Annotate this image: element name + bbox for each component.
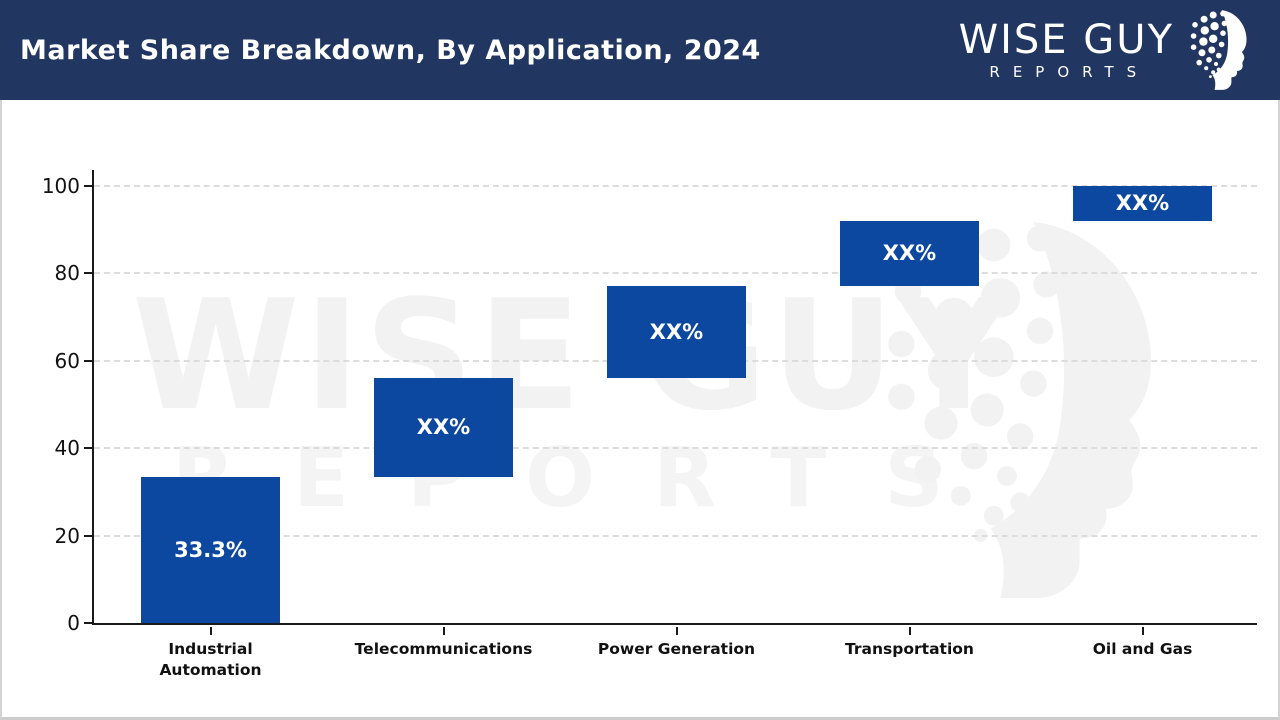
x-category-label: Power Generation — [597, 640, 756, 658]
x-tick-2 — [675, 627, 678, 635]
x-tick-1 — [442, 627, 445, 635]
y-tick-label-80: 80 — [54, 261, 80, 285]
brand-logo-text: WISE GUY REPORTS — [959, 20, 1174, 81]
y-tick-20 — [84, 534, 92, 537]
gridline-100 — [94, 184, 1257, 187]
y-tick-40 — [84, 447, 92, 449]
bar-transportation: XX% — [840, 220, 979, 287]
y-tick-label-20: 20 — [54, 523, 80, 548]
brand-logo: WISE GUY REPORTS — [959, 8, 1252, 92]
brand-subname: REPORTS — [989, 62, 1150, 81]
y-tick-label-60: 60 — [54, 348, 80, 373]
bar-value-label: XX% — [416, 415, 471, 440]
plot-area: 0 20 40 60 80 100 33.3% Industrial Automation XX… — [42, 170, 1257, 679]
page-title: Market Share Breakdown, By Application, … — [20, 34, 761, 66]
x-tick-0 — [209, 627, 212, 635]
bar-telecommunications: XX% — [374, 377, 513, 478]
x-tick-3 — [908, 627, 911, 635]
bar-value-label: XX% — [1115, 191, 1170, 215]
x-category-label: Industrial Automation — [159, 640, 262, 679]
header: Market Share Breakdown, By Application, … — [0, 0, 1280, 100]
x-category-label: Telecommunications — [354, 640, 533, 658]
bar-value-label: 33.3% — [174, 538, 247, 563]
y-tick-label-0: 0 — [67, 611, 80, 635]
y-tick-80 — [84, 272, 92, 274]
gridline-80 — [94, 272, 1257, 274]
wise-guy-face-icon — [1190, 10, 1247, 90]
bar-value-label: XX% — [649, 319, 704, 344]
x-tick-4 — [1141, 627, 1144, 635]
bar-oil-and-gas: XX% — [1073, 185, 1212, 221]
y-tick-label-100: 100 — [41, 173, 80, 198]
gridline-20 — [94, 534, 1257, 537]
bar-industrial-automation: 33.3% — [141, 477, 280, 623]
x-category-label: Oil and Gas — [1092, 640, 1193, 658]
bar-value-label: XX% — [882, 241, 937, 266]
brand-name: WISE GUY — [958, 16, 1174, 63]
x-category-label: Transportation — [845, 640, 974, 658]
bar-power-generation: XX% — [607, 286, 746, 378]
y-tick-0 — [84, 622, 92, 624]
y-tick-100 — [84, 184, 92, 187]
chart-canvas: WISE GUY REPORTS 0 20 40 60 80 100 33.3% Indust… — [0, 100, 1280, 720]
gridline-40 — [94, 447, 1257, 449]
y-tick-60 — [84, 359, 92, 362]
y-tick-label-40: 40 — [54, 436, 80, 460]
